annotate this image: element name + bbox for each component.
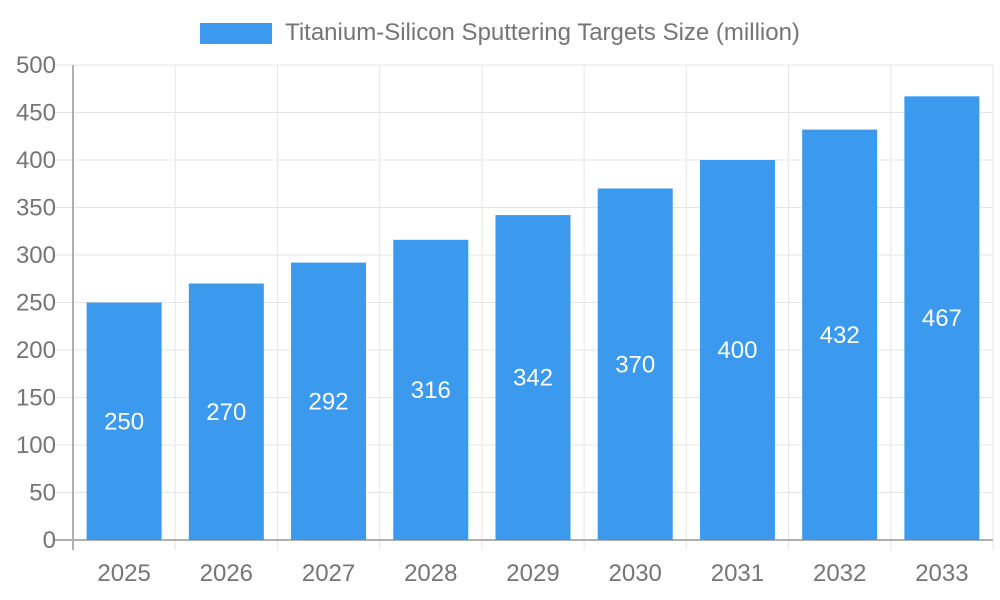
y-axis-tick-label: 500 (16, 52, 56, 79)
bar-2028[interactable] (393, 239, 469, 541)
y-axis-tick-label: 400 (16, 147, 56, 174)
x-axis-tick-label: 2033 (915, 560, 968, 587)
x-axis-tick-label: 2026 (200, 560, 253, 587)
x-axis-tick-label: 2030 (609, 560, 662, 587)
x-axis-tick-label: 2027 (302, 560, 355, 587)
bar-2026[interactable] (188, 283, 264, 541)
bar-value-label: 270 (206, 399, 246, 426)
y-axis-tick-label: 450 (16, 100, 56, 127)
y-axis-tick-label: 300 (16, 242, 56, 269)
y-axis-tick-label: 0 (43, 527, 56, 554)
x-axis-tick-label: 2032 (813, 560, 866, 587)
y-axis-tick-label: 200 (16, 337, 56, 364)
bar-value-label: 250 (104, 408, 144, 435)
legend-label: Titanium-Silicon Sputtering Targets Size… (285, 19, 800, 46)
bar-2030[interactable] (597, 188, 673, 541)
bar-2031[interactable] (699, 160, 775, 540)
x-axis-tick-label: 2029 (506, 560, 559, 587)
y-axis-tick-label: 50 (29, 480, 56, 507)
y-axis-tick-label: 350 (16, 195, 56, 222)
bar-value-label: 467 (922, 305, 962, 332)
bar-2025[interactable] (86, 302, 162, 541)
bar-value-label: 292 (309, 388, 349, 415)
bar-2032[interactable] (802, 129, 878, 540)
bar-2029[interactable] (495, 215, 571, 540)
y-axis-tick-label: 150 (16, 385, 56, 412)
legend-swatch (200, 22, 273, 44)
bar-2027[interactable] (291, 262, 367, 540)
legend[interactable]: Titanium-Silicon Sputtering Targets Size… (0, 21, 1000, 45)
bar-value-label: 370 (615, 351, 655, 378)
bar-value-label: 316 (411, 377, 451, 404)
x-axis-tick-label: 2028 (404, 560, 457, 587)
y-axis-tick-label: 250 (16, 290, 56, 317)
x-axis-tick-label: 2025 (97, 560, 150, 587)
bar-value-label: 400 (717, 337, 757, 364)
bar-value-label: 432 (820, 322, 860, 349)
bar-2033[interactable] (904, 96, 980, 540)
y-axis-tick-label: 100 (16, 432, 56, 459)
bar-value-label: 342 (513, 365, 553, 392)
x-axis-tick-label: 2031 (711, 560, 764, 587)
